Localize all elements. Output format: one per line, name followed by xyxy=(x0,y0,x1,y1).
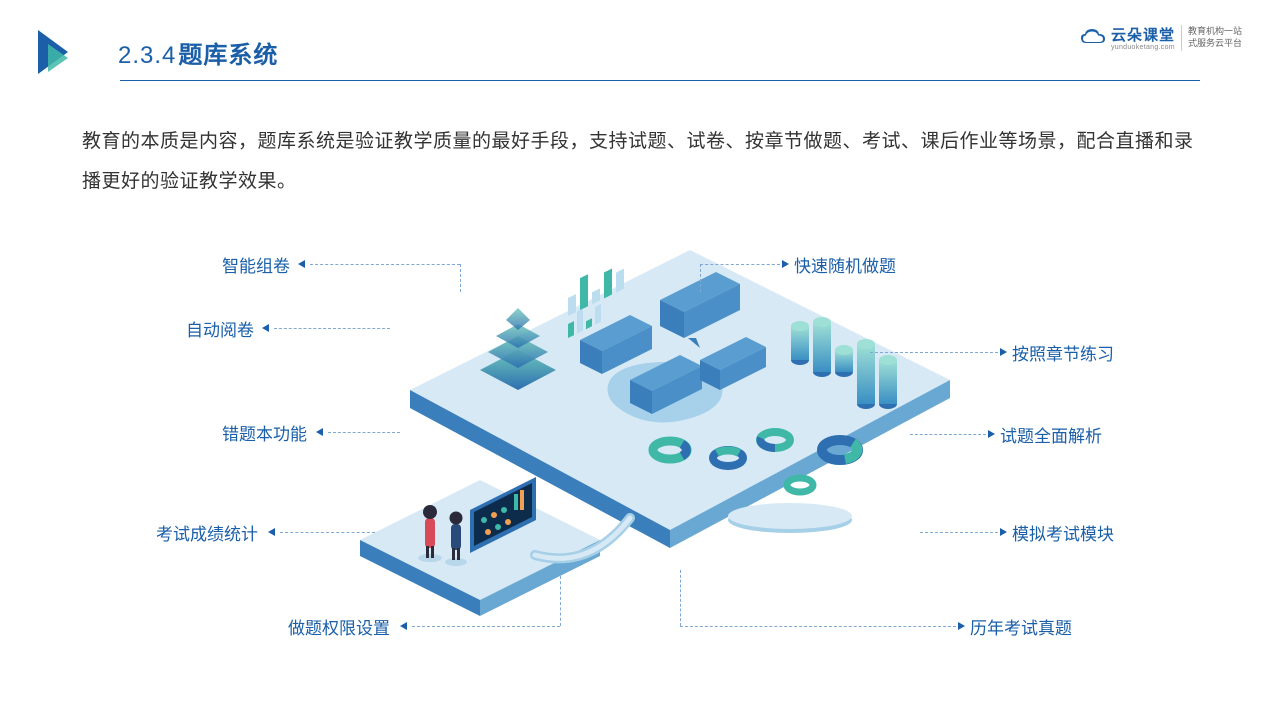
brand-name: 云朵课堂 xyxy=(1111,24,1175,45)
feature-smart-compose: 智能组卷 xyxy=(222,252,290,277)
feature-score-stats: 考试成绩统计 xyxy=(156,520,258,545)
brand-tagline: 教育机构一站 式服务云平台 xyxy=(1188,26,1242,49)
cloud-icon xyxy=(1079,27,1107,49)
section-description: 教育的本质是内容，题库系统是验证教学质量的最好手段，支持试题、试卷、按章节做题、… xyxy=(82,122,1198,202)
title-underline xyxy=(120,80,1200,81)
brand-url: yunduoketang.com xyxy=(1111,44,1175,51)
feature-chapter-practice: 按照章节练习 xyxy=(1012,340,1114,365)
feature-wrong-book: 错题本功能 xyxy=(222,420,307,445)
brand-logo: 云朵课堂 yunduoketang.com 教育机构一站 式服务云平台 xyxy=(1079,24,1242,51)
section-arrow-icon xyxy=(38,30,78,74)
feature-permission: 做题权限设置 xyxy=(288,614,390,639)
feature-past-papers: 历年考试真题 xyxy=(970,614,1072,639)
isometric-illustration xyxy=(330,240,970,660)
feature-mock-exam: 模拟考试模块 xyxy=(1012,520,1114,545)
feature-full-analysis: 试题全面解析 xyxy=(1000,422,1102,447)
feature-quick-random: 快速随机做题 xyxy=(794,252,896,277)
feature-diagram: 智能组卷 自动阅卷 错题本功能 考试成绩统计 做题权限设置 快速随机做题 按照章… xyxy=(0,230,1280,670)
section-number: 2.3.4题库系统 xyxy=(118,42,278,69)
feature-auto-grade: 自动阅卷 xyxy=(186,316,254,341)
pill-icon xyxy=(728,503,852,533)
